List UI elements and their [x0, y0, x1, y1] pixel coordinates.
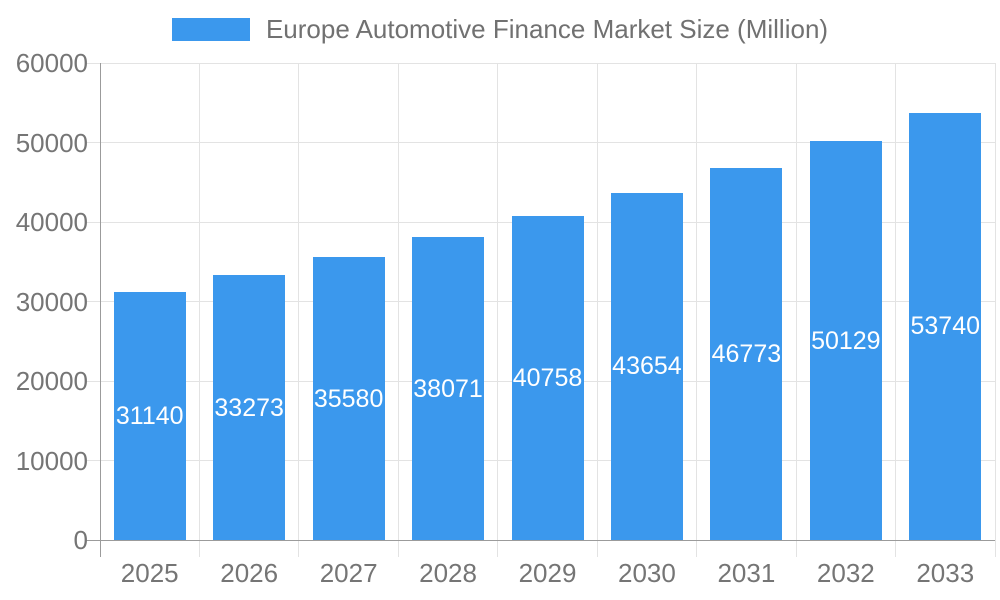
x-axis-tick-label: 2030 [618, 558, 676, 588]
x-axis-tick-label: 2029 [518, 558, 577, 588]
plot-area: 31140 33273 35580 38071 40758 43654 46773 50129… [85, 62, 996, 557]
x-gridline [994, 63, 996, 557]
legend-label: Europe Automotive Finance Market Size (M… [265, 14, 829, 44]
x-axis-tick-label: 2026 [220, 558, 279, 588]
legend[interactable]: Europe Automotive Finance Market Size (M… [0, 14, 1000, 44]
bar-value-label: 35580 [313, 384, 384, 413]
bar-2025[interactable]: 31140 [113, 292, 186, 540]
x-axis-tick-label: 2031 [717, 558, 776, 588]
y-axis-tick-label: 50000 [15, 127, 88, 158]
y-axis-tick-label: 10000 [15, 445, 88, 476]
y-axis-tick-label: 30000 [15, 286, 88, 317]
x-axis-tick-label: 2025 [120, 558, 179, 588]
y-axis-tick-label: 60000 [15, 48, 88, 78]
bar-2030[interactable]: 43654 [610, 192, 683, 540]
x-axis-tick-label: 2033 [916, 558, 975, 588]
x-gridline [795, 63, 797, 557]
y-axis-line [100, 63, 101, 557]
x-gridline [895, 63, 897, 557]
bar-2028[interactable]: 38071 [412, 237, 485, 540]
bar-2032[interactable]: 50129 [809, 141, 882, 540]
y-gridline [85, 62, 995, 64]
x-axis-line [85, 540, 995, 541]
x-axis-tick-label: 2028 [419, 558, 477, 588]
y-axis-tick-label: 40000 [15, 207, 88, 237]
bar-value-label: 31140 [115, 402, 184, 431]
x-gridline [497, 63, 499, 557]
x-gridline [397, 63, 399, 557]
y-gridline [85, 142, 995, 143]
bar-value-label: 46773 [711, 340, 782, 369]
bar-2029[interactable]: 40758 [511, 215, 584, 540]
x-axis-tick-label: 2032 [816, 558, 875, 588]
bar-value-label: 43654 [612, 352, 682, 381]
bar-value-label: 53740 [910, 312, 981, 341]
bar-value-label: 38071 [413, 374, 483, 403]
x-gridline [596, 63, 598, 557]
x-gridline [298, 63, 300, 557]
x-gridline [696, 63, 698, 557]
y-axis-tick-label: 0 [73, 525, 88, 555]
bar-2026[interactable]: 33273 [213, 275, 286, 540]
bar-2033[interactable]: 53740 [909, 112, 982, 540]
bar-2027[interactable]: 35580 [312, 257, 385, 540]
bar-2031[interactable]: 46773 [710, 168, 783, 540]
x-gridline [198, 63, 200, 557]
x-axis-tick-label: 2027 [319, 558, 378, 588]
bar-value-label: 33273 [214, 393, 284, 422]
y-axis-tick-label: 20000 [15, 366, 88, 396]
bar-value-label: 50129 [811, 326, 881, 355]
bar-value-label: 40758 [512, 363, 583, 392]
legend-swatch [171, 17, 250, 41]
